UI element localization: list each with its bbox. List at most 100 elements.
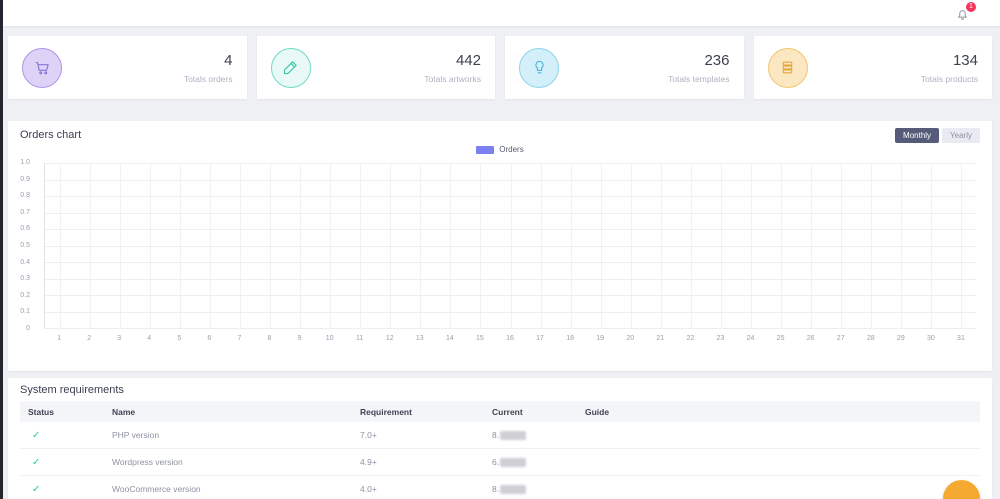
- y-tick-label: 0.1: [20, 308, 30, 316]
- topbar: 1: [3, 0, 1000, 26]
- stat-label: Totals orders: [183, 73, 233, 84]
- cell-name: WooCommerce version: [112, 484, 201, 494]
- x-tick-label: 11: [356, 335, 364, 342]
- grid-line-v: [870, 163, 872, 328]
- y-tick-label: 0.7: [20, 208, 30, 216]
- grid-line-v: [420, 163, 422, 328]
- x-tick-label: 16: [506, 335, 514, 342]
- grid-line-v: [450, 163, 452, 328]
- stat-card: 134 Totals products: [753, 36, 992, 99]
- x-tick-label: 4: [147, 335, 152, 342]
- y-tick-label: 0.8: [20, 192, 30, 200]
- toggle-monthly-button[interactable]: Monthly: [895, 128, 940, 143]
- grid-line-v: [630, 163, 632, 328]
- floating-action-button[interactable]: [943, 480, 980, 499]
- x-tick-label: 20: [626, 335, 635, 342]
- y-tick-label: 0: [26, 325, 30, 332]
- grid-line-v: [930, 163, 932, 328]
- x-tick-label: 1: [57, 335, 61, 342]
- cell-current: 8.: [484, 484, 577, 495]
- cell-requirement: 4.0+: [360, 484, 377, 494]
- x-tick-label: 13: [415, 335, 424, 342]
- column-header: Current: [492, 406, 523, 417]
- y-tick-label: 0.4: [20, 258, 30, 266]
- redacted-value: [500, 458, 527, 468]
- check-icon: ✓: [32, 456, 41, 468]
- toggle-yearly-button[interactable]: Yearly: [942, 128, 980, 143]
- grid-line-v: [660, 163, 662, 328]
- x-tick-label: 7: [237, 335, 242, 342]
- x-tick-label: 18: [566, 335, 575, 342]
- grid-line-v: [330, 163, 332, 328]
- grid-line-v: [810, 163, 812, 328]
- cell-name: Wordpress version: [112, 457, 183, 467]
- products-icon: [767, 47, 808, 88]
- grid-line-v: [570, 163, 572, 328]
- grid-line-v: [750, 163, 752, 328]
- y-tick-label: 0.3: [20, 275, 30, 283]
- orders-chart-card: Orders chart Monthly Yearly Orders 1.0 0.…: [8, 121, 992, 371]
- cell-current: 6.: [484, 457, 577, 468]
- cart-icon: [22, 47, 62, 88]
- grid-line-h: [45, 328, 976, 329]
- grid-line-v: [720, 163, 722, 328]
- y-tick-label: 0.2: [20, 291, 30, 299]
- grid-line-v: [510, 163, 512, 328]
- grid-line-v: [210, 163, 212, 328]
- y-tick-label: 0.6: [20, 225, 30, 233]
- notifications-button[interactable]: 1: [954, 2, 976, 23]
- x-tick-label: 29: [896, 335, 905, 342]
- stat-value: 236: [704, 51, 730, 69]
- chart-plot: [44, 163, 976, 329]
- redacted-value: [500, 485, 527, 495]
- redacted-value: [500, 431, 527, 441]
- template-icon: [519, 47, 559, 88]
- stats-row: 4 Totals orders 442 Totals artworks 236 …: [8, 36, 992, 99]
- x-tick-label: 3: [117, 335, 122, 342]
- x-tick-label: 24: [746, 335, 755, 342]
- table-body: ✓ PHP version 7.0+ 8. ✓ Wordpress version 4.9+…: [20, 422, 980, 499]
- grid-line-v: [600, 163, 602, 328]
- system-requirements-table: Status Name Requirement Current Guide ✓ PHP v…: [20, 401, 980, 499]
- table-header: Status Name Requirement Current Guide: [20, 401, 980, 422]
- table-row: ✓ PHP version 7.0+ 8.: [20, 422, 980, 449]
- grid-line-v: [480, 163, 482, 328]
- cell-requirement: 4.9+: [360, 457, 377, 467]
- column-header: Status: [28, 406, 54, 417]
- x-tick-label: 15: [476, 335, 484, 342]
- notification-badge: 1: [966, 2, 976, 12]
- x-tick-label: 9: [297, 335, 302, 342]
- system-requirements-title: System requirements: [20, 384, 124, 396]
- x-tick-label: 27: [836, 335, 845, 342]
- column-header: Guide: [585, 406, 610, 417]
- x-tick-label: 30: [926, 335, 935, 342]
- cell-current: 8.: [484, 430, 577, 441]
- x-tick-label: 25: [776, 335, 785, 342]
- x-tick-label: 31: [957, 335, 965, 342]
- cell-status: ✓: [20, 430, 104, 441]
- grid-line-v: [60, 163, 62, 328]
- column-header: Name: [112, 406, 136, 417]
- grid-line-v: [270, 163, 272, 328]
- stat-card: 236 Totals templates: [505, 36, 744, 99]
- x-tick-label: 5: [177, 335, 182, 342]
- y-tick-label: 0.5: [20, 242, 30, 249]
- x-tick-label: 12: [385, 335, 394, 342]
- table-row: ✓ WooCommerce version 4.0+ 8.: [20, 476, 980, 499]
- x-tick-label: 6: [207, 335, 212, 342]
- stat-card: 442 Totals artworks: [256, 36, 495, 99]
- chart-title: Orders chart: [20, 129, 82, 141]
- grid-line-v: [90, 163, 92, 328]
- column-header: Requirement: [360, 406, 412, 417]
- chart-xlabels: 1 2 3 4 5 6 7 8 9 10 11 12 13 14 15 16 17 18 19 20 21 22 23 24 2…: [44, 335, 976, 347]
- y-tick-label: 0.9: [20, 175, 30, 183]
- legend-label: Orders: [499, 145, 524, 154]
- check-icon: ✓: [32, 483, 41, 495]
- stat-card: 4 Totals orders: [8, 36, 247, 99]
- x-tick-label: 23: [716, 335, 725, 342]
- table-row: ✓ Wordpress version 4.9+ 6.: [20, 449, 980, 476]
- cell-name: PHP version: [112, 430, 160, 440]
- stat-label: Totals templates: [668, 73, 730, 84]
- cell-status: ✓: [20, 484, 104, 495]
- bell-icon: [957, 10, 968, 20]
